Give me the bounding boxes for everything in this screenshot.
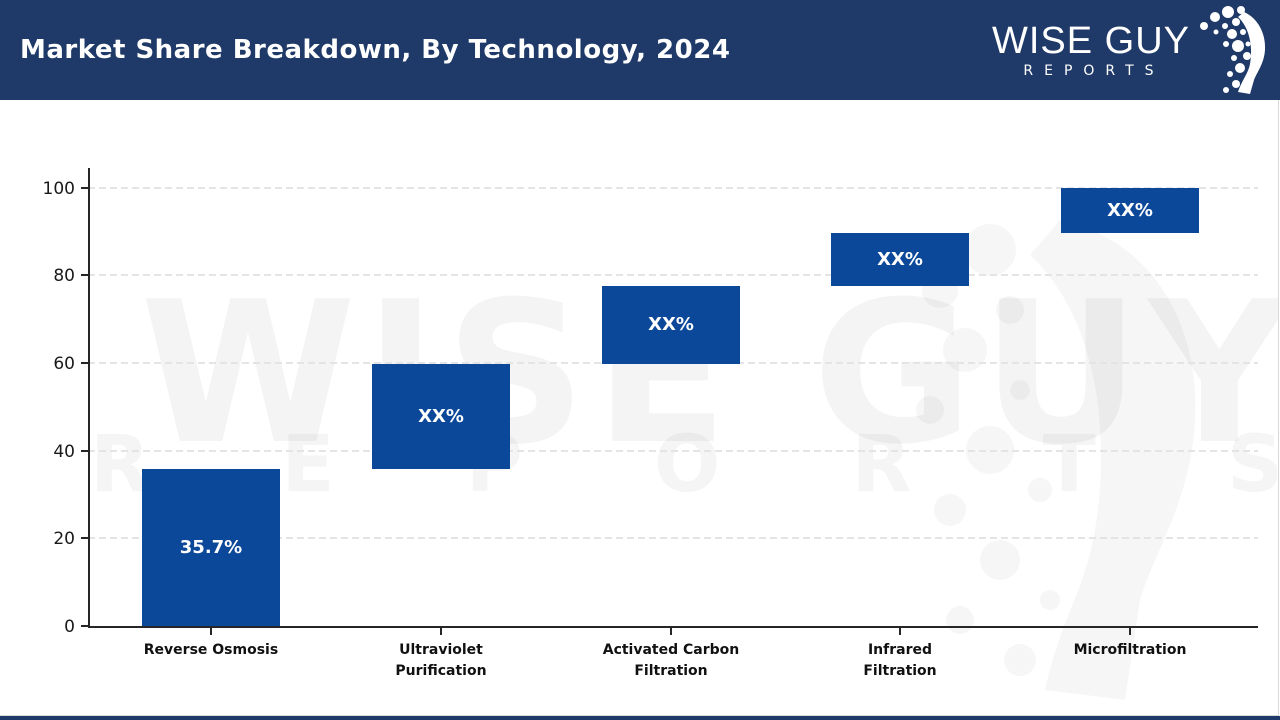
wiseguy-logo-text: WISE GUY REPORTS (992, 22, 1190, 79)
bar-value-label-infrared-filtration: XX% (877, 249, 923, 271)
x-category-label-activated-carbon-filtration: Activated Carbon Filtration (602, 642, 740, 679)
x-category-label-ultraviolet-purification: Ultraviolet Purification (395, 642, 487, 679)
y-tick-label-60: 60 (53, 353, 75, 374)
header-bar: Market Share Breakdown, By Technology, 2… (0, 0, 1280, 100)
bar-value-label-microfiltration: XX% (1107, 199, 1153, 221)
bar-value-label-reverse-osmosis: 35.7% (179, 537, 243, 559)
y-tick-label-100: 100 (42, 178, 75, 199)
y-tick-mark-100 (81, 186, 88, 189)
gridline-40 (88, 449, 1258, 452)
y-tick-label-80: 80 (53, 266, 75, 287)
x-category-label-reverse-osmosis: Reverse Osmosis (143, 642, 279, 658)
bar-reverse-osmosis: 35.7% (142, 469, 280, 626)
bar-ultraviolet-purification: XX% (372, 363, 510, 470)
y-tick-label-0: 0 (64, 617, 75, 637)
y-tick-mark-80 (81, 274, 88, 277)
x-tick-mark-activated-carbon-filtration (670, 628, 672, 635)
bar-infrared-filtration: XX% (831, 233, 969, 287)
x-tick-mark-reverse-osmosis (210, 628, 212, 635)
bar-activated-carbon-filtration: XX% (602, 286, 740, 364)
x-category-label-microfiltration: Microfiltration (1073, 642, 1187, 658)
bar-value-label-ultraviolet-purification: XX% (418, 406, 464, 428)
chart-area: WISE GUY R E P O R T S 02040608010035.7%… (0, 100, 1279, 716)
wiseguy-logo-wordmark: WISE GUY (991, 19, 1190, 62)
x-tick-mark-infrared-filtration (899, 628, 901, 635)
y-axis-line (88, 168, 90, 628)
wiseguy-face-logo (1200, 6, 1266, 94)
x-tick-mark-microfiltration (1129, 628, 1131, 635)
bar-value-label-activated-carbon-filtration: XX% (648, 314, 694, 336)
gridline-20 (88, 537, 1258, 540)
x-axis-line (88, 626, 1258, 628)
x-category-label-infrared-filtration: Infrared Filtration (863, 642, 937, 679)
gridline-100 (88, 186, 1258, 189)
y-tick-mark-20 (81, 537, 88, 540)
wiseguy-logo: WISE GUY REPORTS (992, 4, 1280, 96)
y-tick-mark-40 (81, 449, 88, 452)
y-tick-mark-0 (81, 625, 88, 627)
bar-microfiltration: XX% (1061, 187, 1199, 234)
gridline-80 (88, 274, 1258, 277)
y-tick-label-20: 20 (53, 529, 75, 550)
y-tick-mark-60 (81, 361, 88, 364)
y-tick-label-40: 40 (53, 441, 75, 462)
footer-bar (0, 716, 1280, 720)
wiseguy-logo-subtitle: REPORTS (1023, 62, 1165, 79)
page-title: Market Share Breakdown, By Technology, 2… (20, 35, 731, 65)
x-tick-mark-ultraviolet-purification (440, 628, 442, 635)
